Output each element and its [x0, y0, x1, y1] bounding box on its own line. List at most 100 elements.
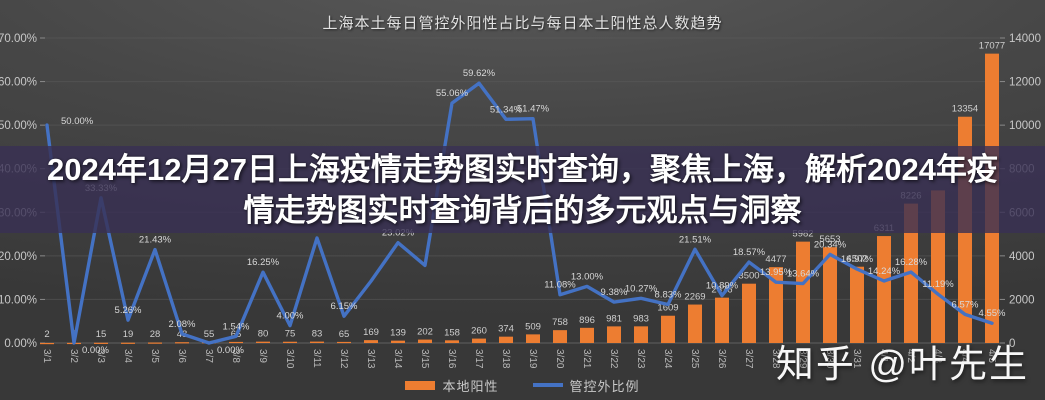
bar-label: 202 — [417, 327, 433, 338]
bar-3/30 — [823, 247, 837, 343]
left-axis-label: 70.00% — [0, 33, 37, 45]
headline-banner: 2024年12月27日上海疫情走势图实时查询，聚焦上海，解析2024年疫 情走势… — [0, 146, 1045, 233]
bar-3/26 — [715, 297, 729, 343]
line-label: 51.47% — [517, 104, 550, 115]
x-axis-label: 4/3 — [932, 349, 943, 363]
line-series-swatch — [532, 383, 563, 387]
bar-label: 509 — [525, 321, 541, 332]
line-label: 8.83% — [655, 290, 682, 301]
bar-3/17 — [472, 338, 486, 343]
chart-legend: 本地阳性 管控外比例 — [0, 376, 1045, 394]
x-axis-label: 4/5 — [986, 349, 997, 363]
left-axis-label: 50.00% — [0, 120, 37, 132]
line-label: 50.00% — [61, 116, 94, 127]
bar-label: 758 — [552, 317, 568, 328]
bar-3/28 — [769, 267, 783, 343]
line-label: 4.00% — [277, 311, 304, 322]
bar-3/27 — [742, 283, 756, 343]
right-axis-label: 10000 — [1009, 120, 1041, 132]
line-label: 10.27% — [625, 283, 658, 294]
bar-label: 981 — [606, 313, 622, 324]
line-label: 21.43% — [139, 235, 172, 246]
line-label: 23.02% — [382, 228, 415, 239]
x-axis-label: 3/23 — [635, 349, 646, 369]
right-axis-label: 4000 — [1009, 251, 1035, 263]
x-axis-label: 3/28 — [770, 349, 781, 369]
bar-label: 17077 — [979, 41, 1005, 52]
x-axis-label: 3/10 — [284, 349, 295, 369]
bar-label: 5653 — [819, 234, 840, 245]
x-axis-label: 4/1 — [878, 349, 889, 363]
bar-label: 983 — [633, 313, 649, 324]
bar-3/4 — [121, 342, 135, 344]
bar-label: 139 — [390, 328, 406, 339]
bar-3/15 — [418, 339, 432, 343]
bar-label: 2676 — [711, 285, 732, 296]
line-label: 4.55% — [979, 308, 1006, 319]
right-axis-label: 12000 — [1009, 77, 1041, 89]
x-axis-label: 3/15 — [419, 349, 430, 369]
x-axis-label: 3/3 — [95, 349, 106, 363]
right-axis-label: 2000 — [1009, 294, 1035, 306]
line-label: 13.00% — [571, 271, 604, 282]
bar-label: 374 — [498, 324, 514, 335]
left-axis-label: 0.00% — [4, 338, 37, 350]
line-label: 1.54% — [223, 321, 250, 332]
x-axis-label: 3/2 — [68, 349, 79, 363]
bar-3/21 — [580, 327, 594, 343]
bar-label: 2 — [44, 329, 49, 340]
headline-line-1: 2024年12月27日上海疫情走势图实时查询，聚焦上海，解析2024年疫 — [47, 151, 998, 187]
bar-label: 1609 — [657, 303, 678, 314]
bar-3/10 — [283, 341, 297, 343]
bar-3/6 — [175, 342, 189, 344]
bar-3/22 — [607, 326, 621, 343]
bar-3/19 — [526, 334, 540, 343]
right-axis-label: 14000 — [1009, 33, 1041, 45]
bar-label: 15 — [96, 329, 107, 340]
x-axis-label: 3/20 — [554, 349, 565, 369]
bar-3/16 — [445, 340, 459, 343]
line-label: 16.25% — [247, 257, 280, 268]
line-label: 18.57% — [733, 247, 766, 258]
x-axis-label: 3/9 — [257, 349, 268, 363]
bar-label: 260 — [471, 326, 487, 337]
line-label: 14.24% — [868, 266, 901, 277]
bar-3/8 — [229, 341, 243, 344]
bar-3/11 — [310, 341, 324, 343]
x-axis-label: 3/14 — [392, 349, 403, 369]
x-axis-label: 3/6 — [176, 349, 187, 363]
right-axis-label: 0 — [1009, 338, 1015, 350]
x-axis-label: 3/22 — [608, 349, 619, 369]
x-axis-label: 4/4 — [959, 349, 970, 363]
bar-label: 3500 — [738, 271, 759, 282]
bar-label: 55 — [204, 329, 215, 340]
line-label: 16.97% — [841, 254, 874, 265]
bar-label: 4502 — [846, 254, 867, 265]
x-axis-label: 3/26 — [716, 349, 727, 369]
line-label: 21.51% — [679, 234, 712, 245]
bar-label: 65 — [339, 329, 350, 340]
bar-3/23 — [634, 326, 648, 343]
left-axis-label: 60.00% — [0, 77, 37, 89]
bar-3/31 — [850, 266, 864, 343]
line-label: 11.19% — [922, 279, 954, 290]
x-axis-label: 3/16 — [446, 349, 457, 369]
x-axis-label: 3/12 — [338, 349, 349, 369]
x-axis-label: 3/1 — [41, 349, 52, 363]
bar-label: 80 — [258, 329, 269, 340]
bar-label: 13354 — [952, 104, 978, 115]
bar-3/24 — [661, 315, 675, 343]
bar-label: 4477 — [765, 254, 786, 265]
line-label: 6.15% — [331, 301, 358, 312]
line-label: 2.08% — [169, 319, 196, 330]
bar-label: 83 — [312, 329, 323, 340]
x-axis-label: 3/11 — [311, 349, 322, 368]
line-label: 20.34% — [814, 239, 847, 250]
bar-4/1 — [877, 236, 891, 343]
line-label: 13.95% — [760, 267, 793, 278]
bar-label: 19 — [123, 329, 134, 340]
bar-label: 75 — [285, 329, 296, 340]
line-label: 59.62% — [463, 68, 496, 79]
x-axis-label: 3/31 — [851, 349, 862, 369]
x-axis-label: 3/4 — [122, 349, 133, 363]
